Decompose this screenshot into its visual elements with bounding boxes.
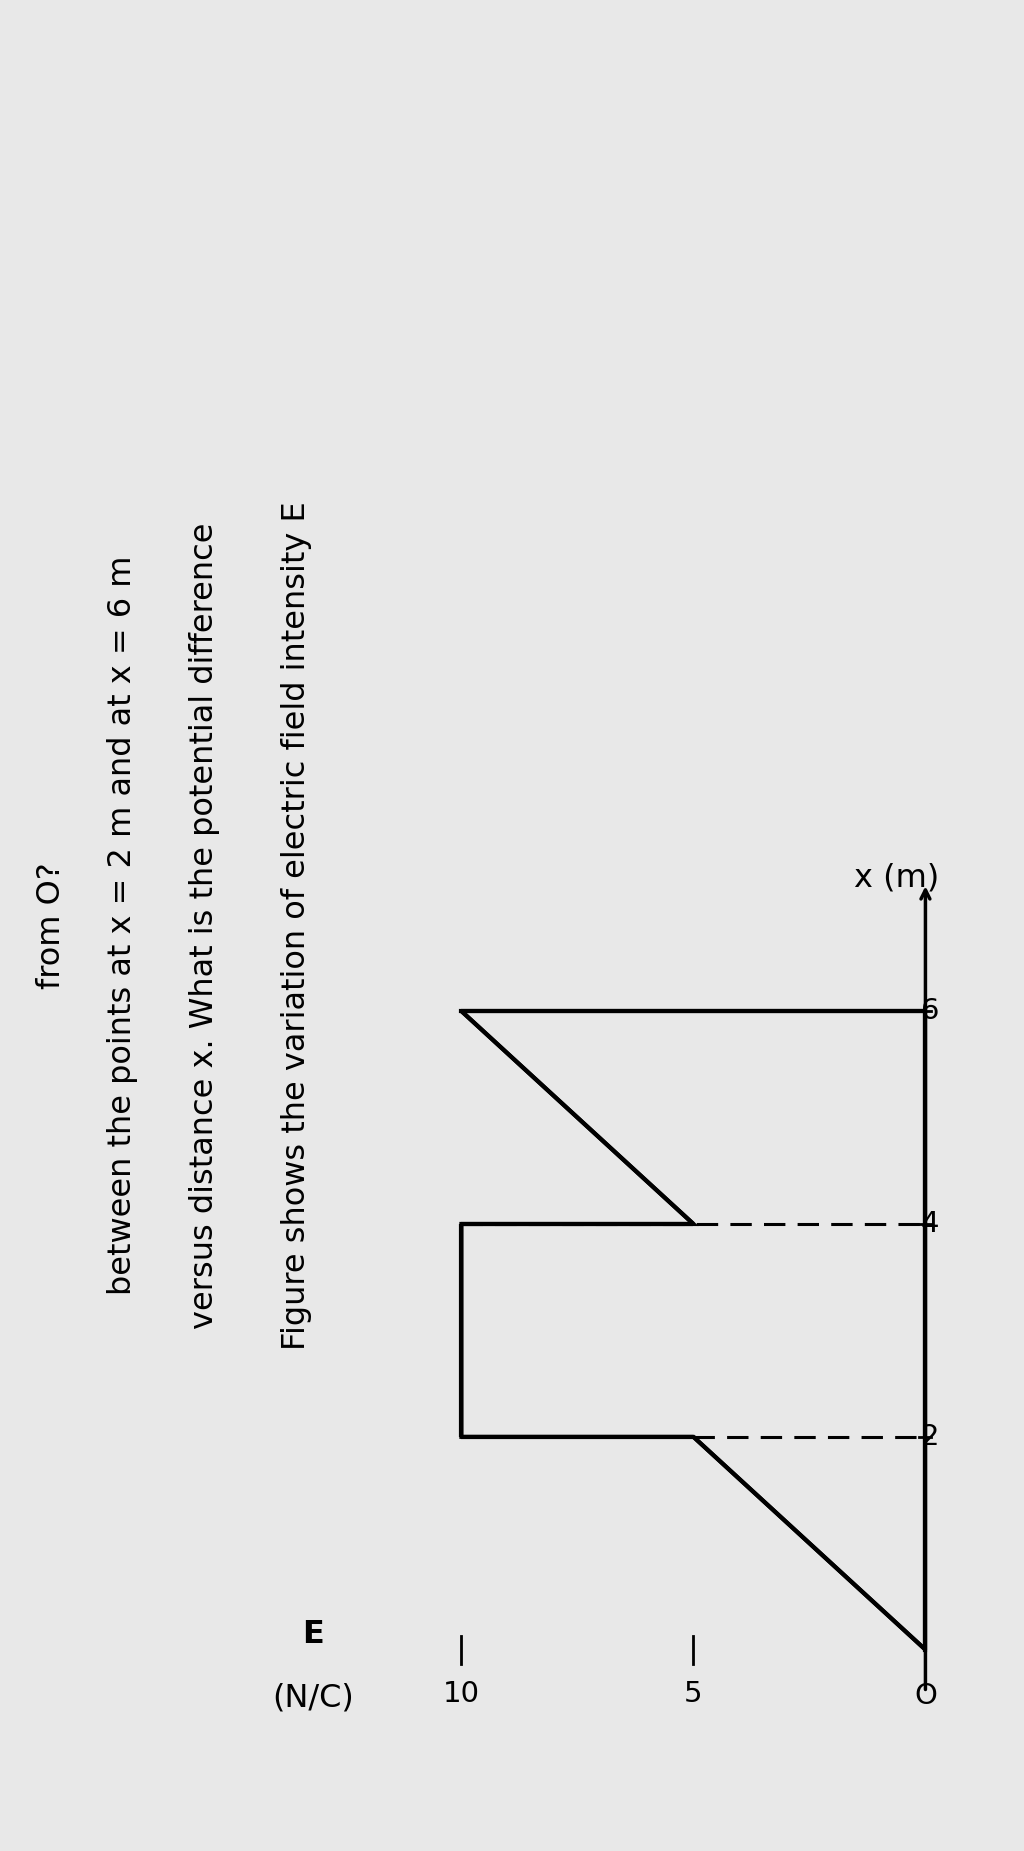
Text: between the points at x = 2 m and at x = 6 m: between the points at x = 2 m and at x =… (108, 555, 138, 1296)
Text: 6: 6 (921, 998, 939, 1025)
Text: O: O (914, 1681, 937, 1710)
Text: Figure shows the variation of electric field intensity E: Figure shows the variation of electric f… (282, 502, 312, 1349)
Text: E: E (302, 1620, 324, 1649)
Text: 2: 2 (921, 1423, 939, 1451)
Text: 10: 10 (443, 1679, 480, 1707)
Text: x (m): x (m) (854, 863, 939, 894)
Text: from O?: from O? (36, 863, 67, 988)
Text: (N/C): (N/C) (272, 1683, 354, 1714)
Text: versus distance x. What is the potential difference: versus distance x. What is the potential… (189, 522, 220, 1329)
Text: 5: 5 (684, 1679, 702, 1707)
Text: 4: 4 (921, 1211, 939, 1238)
